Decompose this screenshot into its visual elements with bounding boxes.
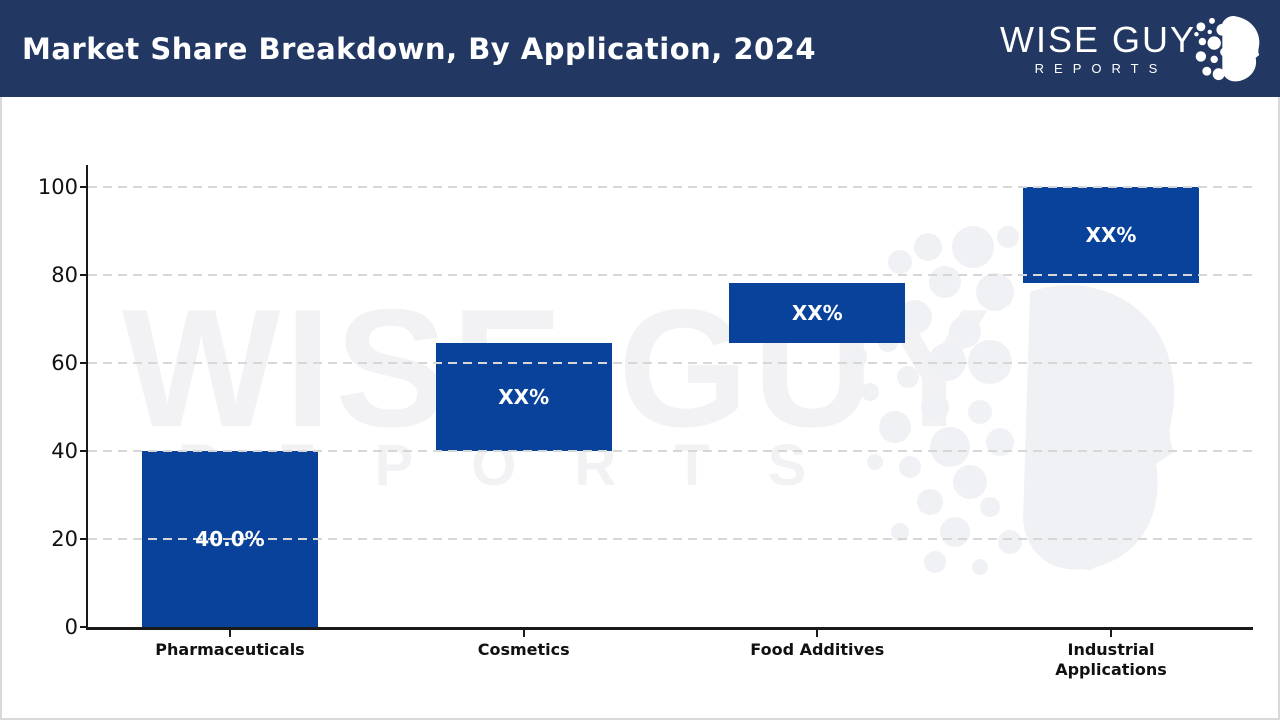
brand-name: WISE GUY [999, 19, 1196, 61]
brand-text: WISE GUY REPORTS [1000, 21, 1196, 76]
header: Market Share Breakdown, By Application, … [0, 0, 1280, 97]
brand-logo: WISE GUY REPORTS [1000, 6, 1266, 92]
brand-subtitle: REPORTS [1034, 60, 1168, 76]
chart-canvas [0, 97, 1280, 720]
dotted-face-icon [1194, 15, 1260, 81]
chart-title: Market Share Breakdown, By Application, … [22, 31, 817, 66]
